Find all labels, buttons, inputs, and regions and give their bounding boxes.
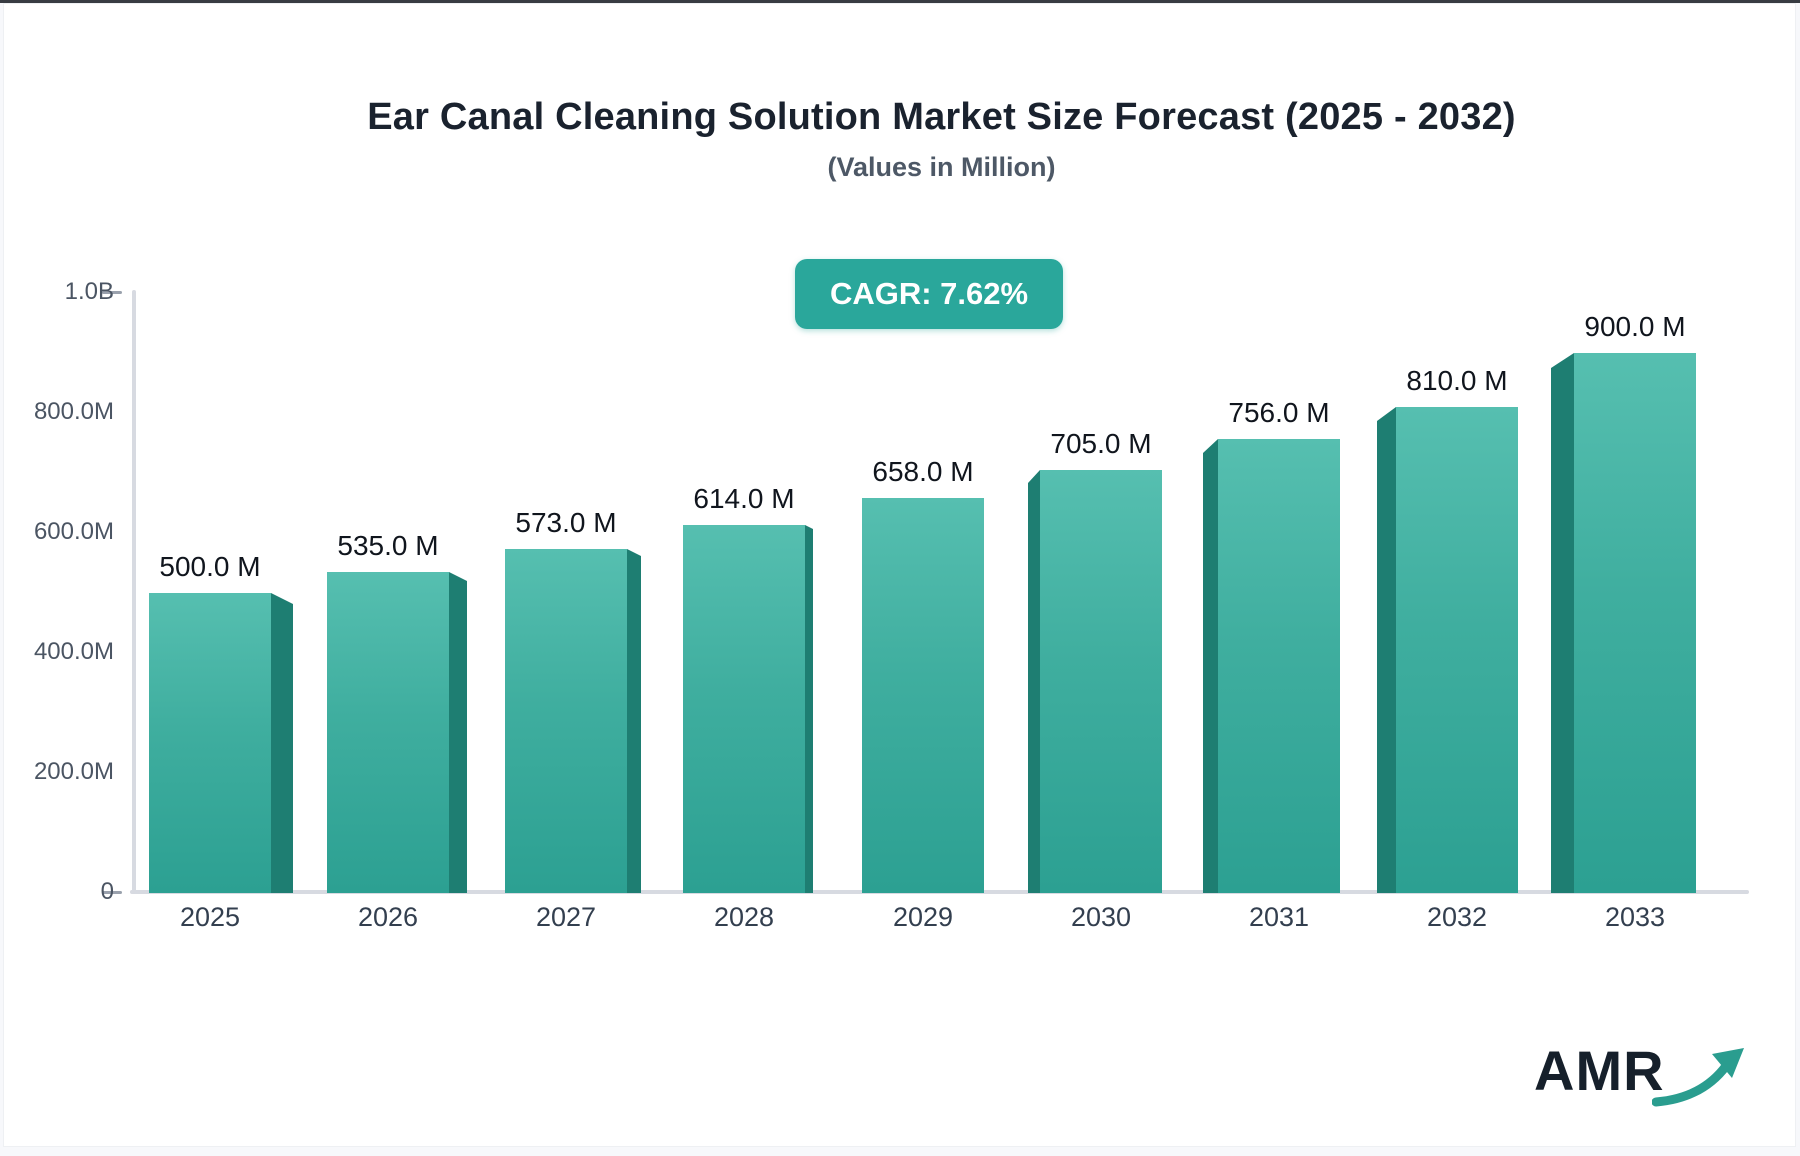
bar-side-face [1028, 470, 1040, 893]
x-axis-label: 2027 [535, 902, 597, 932]
bar-front-face [327, 572, 449, 893]
bar-side-face [627, 549, 641, 893]
x-axis-label: 2033 [1604, 902, 1666, 932]
bar-value-label: 810.0 M [1406, 365, 1508, 396]
x-axis-label: 2030 [1070, 902, 1132, 932]
growth-arrow-icon [1652, 1048, 1744, 1107]
y-axis-label: 600.0M [33, 518, 114, 545]
y-axis-tick-top [102, 291, 122, 294]
bar-side-face [1203, 439, 1218, 893]
bar-value-label: 535.0 M [337, 530, 439, 561]
x-axis-label: 2031 [1248, 902, 1310, 932]
x-axis-label: 2029 [892, 902, 954, 932]
bar-front-face [1574, 353, 1696, 893]
bar-value-label: 658.0 M [872, 456, 974, 487]
bar-front-face [683, 525, 805, 893]
cagr-badge: CAGR: 7.62% [795, 259, 1063, 329]
bar-value-label: 705.0 M [1050, 428, 1152, 459]
bar-front-face [505, 549, 627, 893]
page-title: Ear Canal Cleaning Solution Market Size … [367, 96, 1516, 138]
bar-front-face [862, 498, 984, 893]
bar-front-face [1396, 407, 1518, 893]
y-axis-label: 400.0M [33, 638, 114, 665]
x-axis-label: 2025 [179, 902, 241, 932]
y-axis-label: 0 [100, 878, 114, 905]
bar-value-label: 756.0 M [1228, 397, 1330, 428]
y-axis-label: 800.0M [33, 398, 114, 425]
y-axis-label: 200.0M [33, 758, 114, 785]
bar-value-label: 500.0 M [159, 551, 261, 582]
bar-side-face [1377, 407, 1396, 893]
bar-front-face [1040, 470, 1162, 893]
x-axis-label: 2028 [713, 902, 775, 932]
bar-value-label: 573.0 M [515, 507, 617, 538]
amr-logo-text: AMR [1534, 1039, 1665, 1102]
x-axis-label: 2026 [357, 902, 419, 932]
bar-side-face [1551, 353, 1574, 893]
amr-logo: AMR [1534, 1032, 1744, 1116]
bar-front-face [1218, 439, 1340, 893]
bar-front-face [149, 593, 271, 893]
chart-subtitle: (Values in Million) [827, 152, 1056, 182]
y-axis-tick-zero [102, 891, 122, 894]
bar-value-label: 614.0 M [693, 483, 795, 514]
window-top-edge [0, 0, 1800, 3]
chart-card: Ear Canal Cleaning Solution Market Size … [3, 3, 1796, 1147]
bar-side-face [805, 525, 813, 893]
y-axis-label: 1.0B [64, 278, 114, 305]
x-axis-label: 2032 [1426, 902, 1488, 932]
bar-side-face [271, 593, 293, 893]
bar-side-face [449, 572, 467, 893]
bar-value-label: 900.0 M [1584, 311, 1686, 342]
y-axis-line [132, 290, 136, 894]
